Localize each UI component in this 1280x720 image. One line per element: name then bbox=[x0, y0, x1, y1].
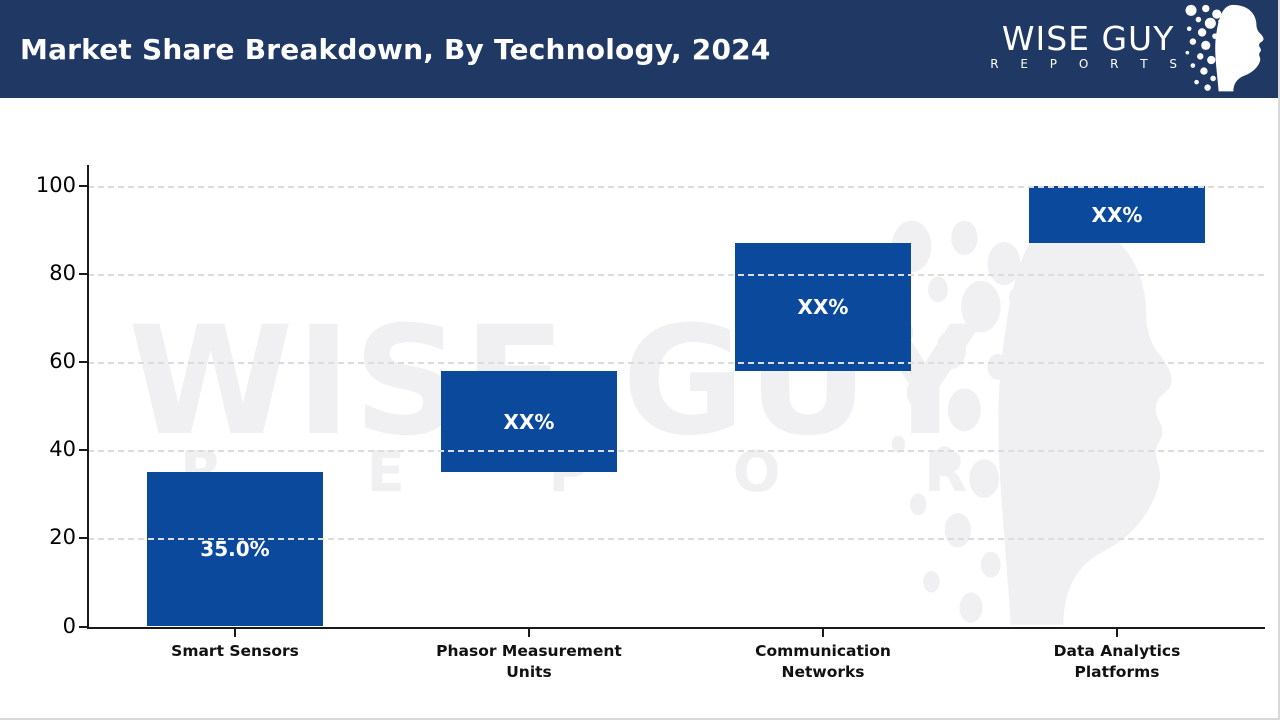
gridline bbox=[88, 450, 1264, 453]
y-tick-label: 20 bbox=[49, 525, 76, 550]
y-tick-label: 100 bbox=[35, 172, 76, 197]
x-tick-mark bbox=[234, 629, 236, 637]
wiseguy-logo: WISE GUY R E P O R T S bbox=[990, 0, 1268, 98]
logo-head-profile-icon bbox=[1185, 4, 1264, 92]
bar: 35.0% bbox=[147, 472, 323, 627]
y-axis-line bbox=[87, 165, 89, 628]
bar-value-label: XX% bbox=[503, 409, 555, 434]
gridline bbox=[88, 274, 1264, 277]
y-tick-mark bbox=[79, 185, 88, 187]
y-tick-mark bbox=[79, 625, 88, 628]
y-tick-mark bbox=[79, 449, 88, 452]
chart-title: Market Share Breakdown, By Technology, 2… bbox=[20, 32, 771, 66]
bar: XX% bbox=[441, 371, 617, 473]
gridline bbox=[88, 186, 1264, 188]
bar: XX% bbox=[1029, 186, 1205, 244]
gridline bbox=[88, 538, 1264, 541]
y-tick-mark bbox=[79, 537, 88, 540]
y-tick-mark bbox=[79, 273, 88, 276]
x-tick-mark bbox=[1116, 629, 1118, 637]
y-tick-label: 0 bbox=[62, 613, 76, 638]
x-tick-mark bbox=[528, 629, 530, 637]
bar: XX% bbox=[735, 243, 911, 371]
category-label: Communication Networks bbox=[755, 642, 891, 681]
category-label: Data Analytics Platforms bbox=[1053, 642, 1181, 681]
bar-value-label: 35.0% bbox=[200, 537, 270, 562]
logo-text: WISE GUY R E P O R T S bbox=[990, 19, 1186, 72]
logo-subtitle: R E P O R T S bbox=[990, 57, 1186, 71]
header-bar: Market Share Breakdown, By Technology, 2… bbox=[0, 0, 1278, 98]
category-label: Smart Sensors bbox=[171, 642, 299, 660]
bar-value-label: XX% bbox=[1091, 202, 1143, 227]
x-tick-mark bbox=[822, 629, 824, 637]
y-tick-label: 40 bbox=[49, 437, 76, 462]
x-axis-line bbox=[87, 627, 1265, 629]
category-label: Phasor Measurement Units bbox=[436, 642, 622, 681]
y-tick-label: 80 bbox=[49, 260, 76, 285]
gridline bbox=[88, 362, 1264, 365]
y-tick-mark bbox=[79, 361, 88, 364]
y-tick-label: 60 bbox=[49, 348, 76, 373]
logo-name: WISE GUY bbox=[1001, 19, 1175, 58]
bar-value-label: XX% bbox=[797, 295, 849, 320]
